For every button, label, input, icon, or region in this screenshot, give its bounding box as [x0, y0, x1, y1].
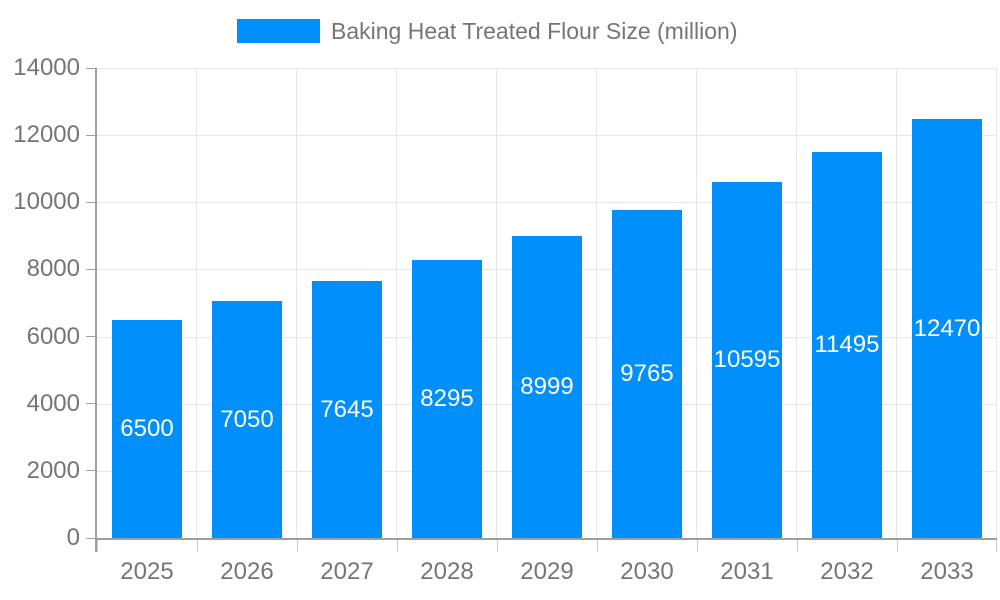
- bar-2025[interactable]: 6500: [112, 319, 182, 538]
- x-gridline: [896, 68, 897, 538]
- bar-value-label: 7645: [320, 395, 374, 423]
- x-axis-tick-label: 2031: [720, 558, 774, 585]
- x-axis-tick-label: 2026: [220, 558, 274, 585]
- y-axis-tick: [86, 403, 95, 405]
- y-axis-tick-label: 14000: [13, 54, 80, 81]
- bar-value-label: 6500: [120, 414, 174, 442]
- x-axis-tick-label: 2029: [520, 558, 574, 585]
- x-axis-tick: [996, 538, 997, 552]
- plot-area: 0 2000 4000 6000 8000 10000 12000 14000 6500 2025…: [13, 54, 997, 585]
- bar-value-label: 9765: [620, 360, 674, 388]
- y-axis-tick: [86, 67, 95, 69]
- x-gridline: [296, 68, 297, 538]
- bar-value-label: 11495: [814, 331, 880, 359]
- y-axis-tick-label: 8000: [26, 255, 80, 283]
- x-gridline: [196, 68, 197, 538]
- x-axis-tick-label: 2027: [320, 558, 374, 585]
- bar-2028[interactable]: 8295: [412, 259, 482, 538]
- bar-2031[interactable]: 10595: [712, 182, 782, 538]
- y-axis-tick: [86, 537, 95, 539]
- y-axis-tick: [86, 134, 95, 136]
- y-axis-tick-label: 4000: [26, 389, 80, 417]
- x-axis-tick: [497, 538, 498, 552]
- x-axis-tick-label: 2032: [820, 558, 874, 585]
- x-axis-tick: [897, 538, 898, 552]
- y-axis-tick: [86, 336, 95, 338]
- bar-2030[interactable]: 9765: [612, 210, 682, 538]
- bar-2029[interactable]: 8999: [512, 235, 582, 538]
- bar-2026[interactable]: 7050: [212, 301, 282, 538]
- y-axis-tick: [86, 268, 95, 270]
- x-axis-tick: [597, 538, 598, 552]
- bar-2027[interactable]: 7645: [312, 281, 382, 538]
- y-axis-line: [95, 68, 97, 552]
- x-axis-tick-label: 2025: [120, 558, 174, 585]
- x-gridline: [696, 68, 697, 538]
- y-axis-tick-label: 6000: [26, 322, 80, 350]
- x-axis-tick: [97, 538, 98, 552]
- y-axis-tick-label: 2000: [26, 456, 80, 484]
- x-axis-tick: [297, 538, 298, 552]
- y-axis-tick-label: 10000: [13, 188, 80, 216]
- bar-2032[interactable]: 11495: [812, 152, 882, 538]
- x-axis-line: [95, 538, 997, 540]
- x-axis-tick: [397, 538, 398, 552]
- x-axis-tick: [797, 538, 798, 552]
- x-axis-tick-label: 2030: [620, 558, 674, 585]
- bar-value-label: 8999: [520, 372, 574, 400]
- y-gridline: [97, 68, 997, 69]
- y-axis-tick-label: 12000: [13, 121, 80, 149]
- bar-value-label: 10595: [713, 346, 781, 374]
- x-gridline: [396, 68, 397, 538]
- bar-value-label: 12470: [913, 314, 981, 342]
- x-axis-tick-label: 2028: [420, 558, 474, 585]
- y-gridline: [97, 202, 997, 204]
- y-axis-tick-label: 0: [66, 524, 80, 551]
- y-axis-tick: [86, 470, 95, 472]
- bar-value-label: 7050: [220, 405, 274, 433]
- legend-label: Baking Heat Treated Flour Size (million): [331, 17, 738, 44]
- bar-value-label: 8295: [420, 384, 474, 412]
- x-gridline: [496, 68, 497, 538]
- y-axis-tick: [86, 201, 95, 203]
- x-axis-tick: [197, 538, 198, 552]
- x-gridline: [596, 68, 597, 538]
- x-axis-tick: [697, 538, 698, 552]
- legend-swatch-icon: [237, 19, 320, 43]
- x-gridline: [996, 68, 997, 538]
- legend[interactable]: Baking Heat Treated Flour Size (million): [237, 17, 738, 45]
- y-gridline: [97, 135, 997, 137]
- x-gridline: [796, 68, 797, 538]
- bar-2033[interactable]: 12470: [912, 119, 982, 538]
- x-axis-tick-label: 2033: [920, 558, 974, 585]
